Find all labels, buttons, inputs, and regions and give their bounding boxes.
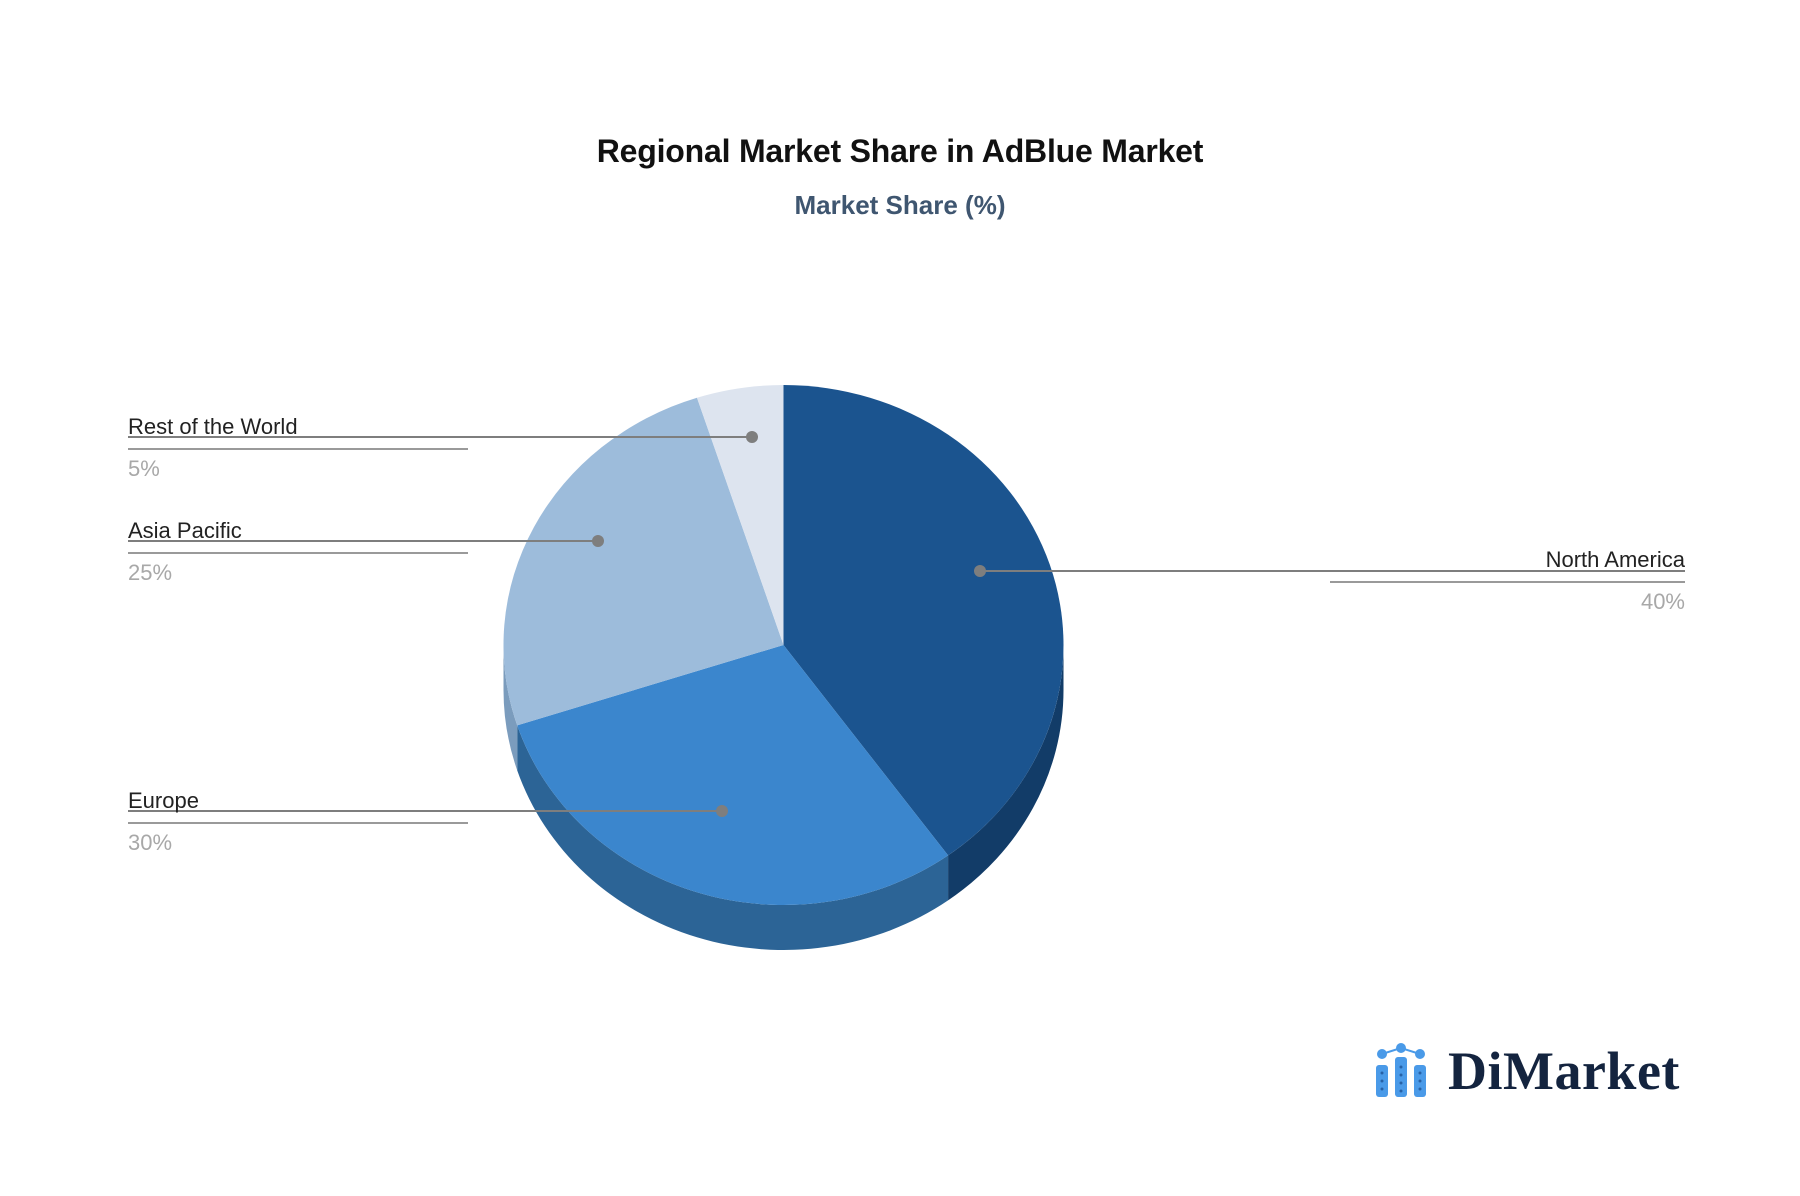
slice-side-europe: [517, 725, 949, 951]
leader-lines: [128, 436, 1685, 812]
callout-europe: Europe 30%: [128, 786, 468, 858]
callout-rule-north-america: [1330, 581, 1685, 583]
callout-value-north-america: 40%: [1640, 589, 1685, 614]
chart-title: Regional Market Share in AdBlue Market: [596, 133, 1204, 169]
brand-wordmark: DiMarket: [1448, 1041, 1680, 1101]
slice-asia-pacific: [503, 397, 784, 726]
brand-logo: DiMarket: [1374, 1043, 1680, 1099]
callout-label-asia-pacific: Asia Pacific: [128, 518, 242, 543]
slice-side-asia-pacific: [503, 645, 518, 771]
callout-value-rest-of-the-world: 5%: [128, 456, 160, 481]
callout-rule-rest-of-the-world: [128, 448, 468, 450]
callout-rule-europe: [128, 822, 468, 824]
leader-dot-rest-of-the-world: [746, 431, 758, 443]
leader-dot-asia-pacific: [592, 535, 604, 547]
slice-north-america: [783, 385, 1064, 856]
callout-rest-of-the-world: Rest of the World 5%: [128, 412, 468, 484]
callout-label-rest-of-the-world: Rest of the World: [128, 414, 298, 439]
callout-label-europe: Europe: [128, 788, 199, 813]
callout-asia-pacific: Asia Pacific 25%: [128, 516, 468, 588]
pie-top-faces: [503, 385, 1064, 906]
leader-dot-europe: [716, 805, 728, 817]
leader-dot-north-america: [974, 565, 986, 577]
leader-dots: [592, 431, 986, 817]
callout-value-asia-pacific: 25%: [128, 560, 173, 585]
pie-depth-walls: [503, 645, 1064, 951]
callout-rule-asia-pacific: [128, 552, 468, 554]
callout-north-america: North America 40%: [1330, 545, 1685, 617]
bar-chart-logo-icon: [1376, 1043, 1426, 1097]
slice-side-north-america: [948, 645, 1064, 901]
slice-europe: [517, 645, 949, 906]
callout-value-europe: 30%: [128, 830, 173, 855]
slice-rest-of-the-world: [696, 385, 784, 645]
chart-subtitle: Market Share (%): [794, 190, 1006, 220]
callout-label-north-america: North America: [1545, 547, 1685, 572]
